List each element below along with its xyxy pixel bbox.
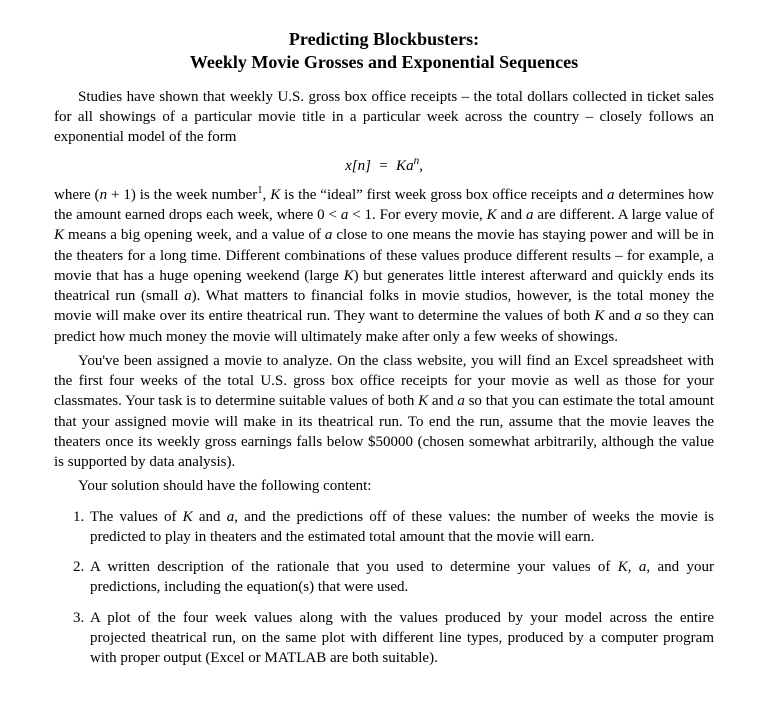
- list-item: A plot of the four week values along wit…: [88, 608, 714, 669]
- assignment-paragraph: You've been assigned a movie to analyze.…: [54, 351, 714, 473]
- document-page: Predicting Blockbusters: Weekly Movie Gr…: [0, 0, 768, 702]
- title-line-1: Predicting Blockbusters:: [289, 29, 479, 49]
- list-item: A written description of the rationale t…: [88, 557, 714, 598]
- explanation-paragraph: where (n + 1) is the week number1, K is …: [54, 184, 714, 347]
- title-line-2: Weekly Movie Grosses and Exponential Seq…: [190, 52, 578, 72]
- requirements-list: The values of K and a, and the predictio…: [54, 507, 714, 669]
- solution-lead-in: Your solution should have the following …: [54, 476, 714, 496]
- document-title: Predicting Blockbusters: Weekly Movie Gr…: [54, 28, 714, 75]
- model-equation: x[n] = Kan,: [54, 154, 714, 176]
- intro-paragraph: Studies have shown that weekly U.S. gros…: [54, 87, 714, 148]
- list-item: The values of K and a, and the predictio…: [88, 507, 714, 548]
